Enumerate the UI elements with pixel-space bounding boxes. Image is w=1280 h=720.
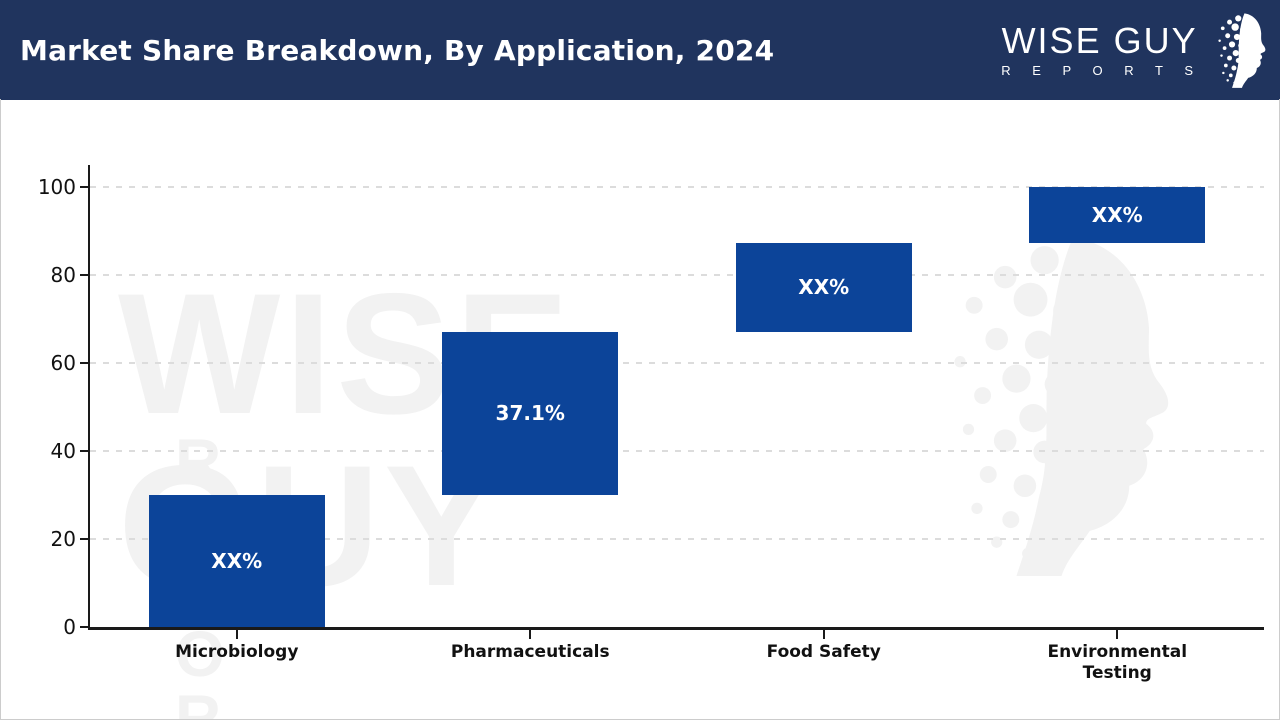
x-axis-label: Food Safety xyxy=(766,642,881,662)
y-grid-line xyxy=(90,450,1264,452)
y-tick-label: 20 xyxy=(50,527,76,551)
bar: XX% xyxy=(148,495,325,627)
y-tick-label: 60 xyxy=(50,351,76,375)
bar-value-label: XX% xyxy=(798,275,850,300)
y-tick-mark xyxy=(80,626,88,628)
y-tick-mark xyxy=(80,186,88,188)
x-tick-mark xyxy=(529,630,532,639)
y-tick-label: 80 xyxy=(50,263,76,287)
y-tick-mark xyxy=(80,362,88,364)
y-tick-label: 40 xyxy=(50,439,76,463)
bar: XX% xyxy=(735,242,912,332)
y-grid-line xyxy=(90,186,1264,188)
x-axis-label: Microbiology xyxy=(175,642,299,662)
x-tick-mark xyxy=(1116,630,1119,639)
y-tick-mark xyxy=(80,450,88,452)
x-axis-label: Environmental Testing xyxy=(1047,642,1188,684)
y-grid-line xyxy=(90,362,1264,364)
bar-value-label: XX% xyxy=(1091,202,1143,227)
x-tick-mark xyxy=(235,630,238,639)
bar-value-label: XX% xyxy=(211,549,263,573)
bar: XX% xyxy=(1029,187,1206,243)
x-axis-label: Pharmaceuticals xyxy=(450,642,610,662)
header-bar: Market Share Breakdown, By Application, … xyxy=(0,0,1280,100)
x-tick-mark xyxy=(822,630,825,639)
logo-subtitle: R E P O R T S xyxy=(1001,62,1202,78)
y-grid-line xyxy=(90,274,1264,276)
bar-value-label: 37.1% xyxy=(495,401,565,426)
bar: 37.1% xyxy=(442,331,619,495)
plot-area: 0 20 40 60 80 100 XX% Microbiology 37.1% Pharmace… xyxy=(38,165,1264,683)
wiseguy-logo: WISE GUY R E P O R T S xyxy=(997,0,1268,100)
y-tick-label: 100 xyxy=(37,175,76,199)
y-tick-mark xyxy=(80,538,88,540)
wiseguy-head-icon xyxy=(1218,13,1266,88)
y-grid-line xyxy=(90,538,1264,540)
logo-wordmark: WISE GUY xyxy=(1001,19,1198,61)
y-tick-label: 0 xyxy=(63,615,76,639)
y-tick-mark xyxy=(80,274,88,276)
wiseguy-logo-text: WISE GUY R E P O R T S xyxy=(997,19,1202,78)
page-title: Market Share Breakdown, By Application, … xyxy=(20,33,775,67)
